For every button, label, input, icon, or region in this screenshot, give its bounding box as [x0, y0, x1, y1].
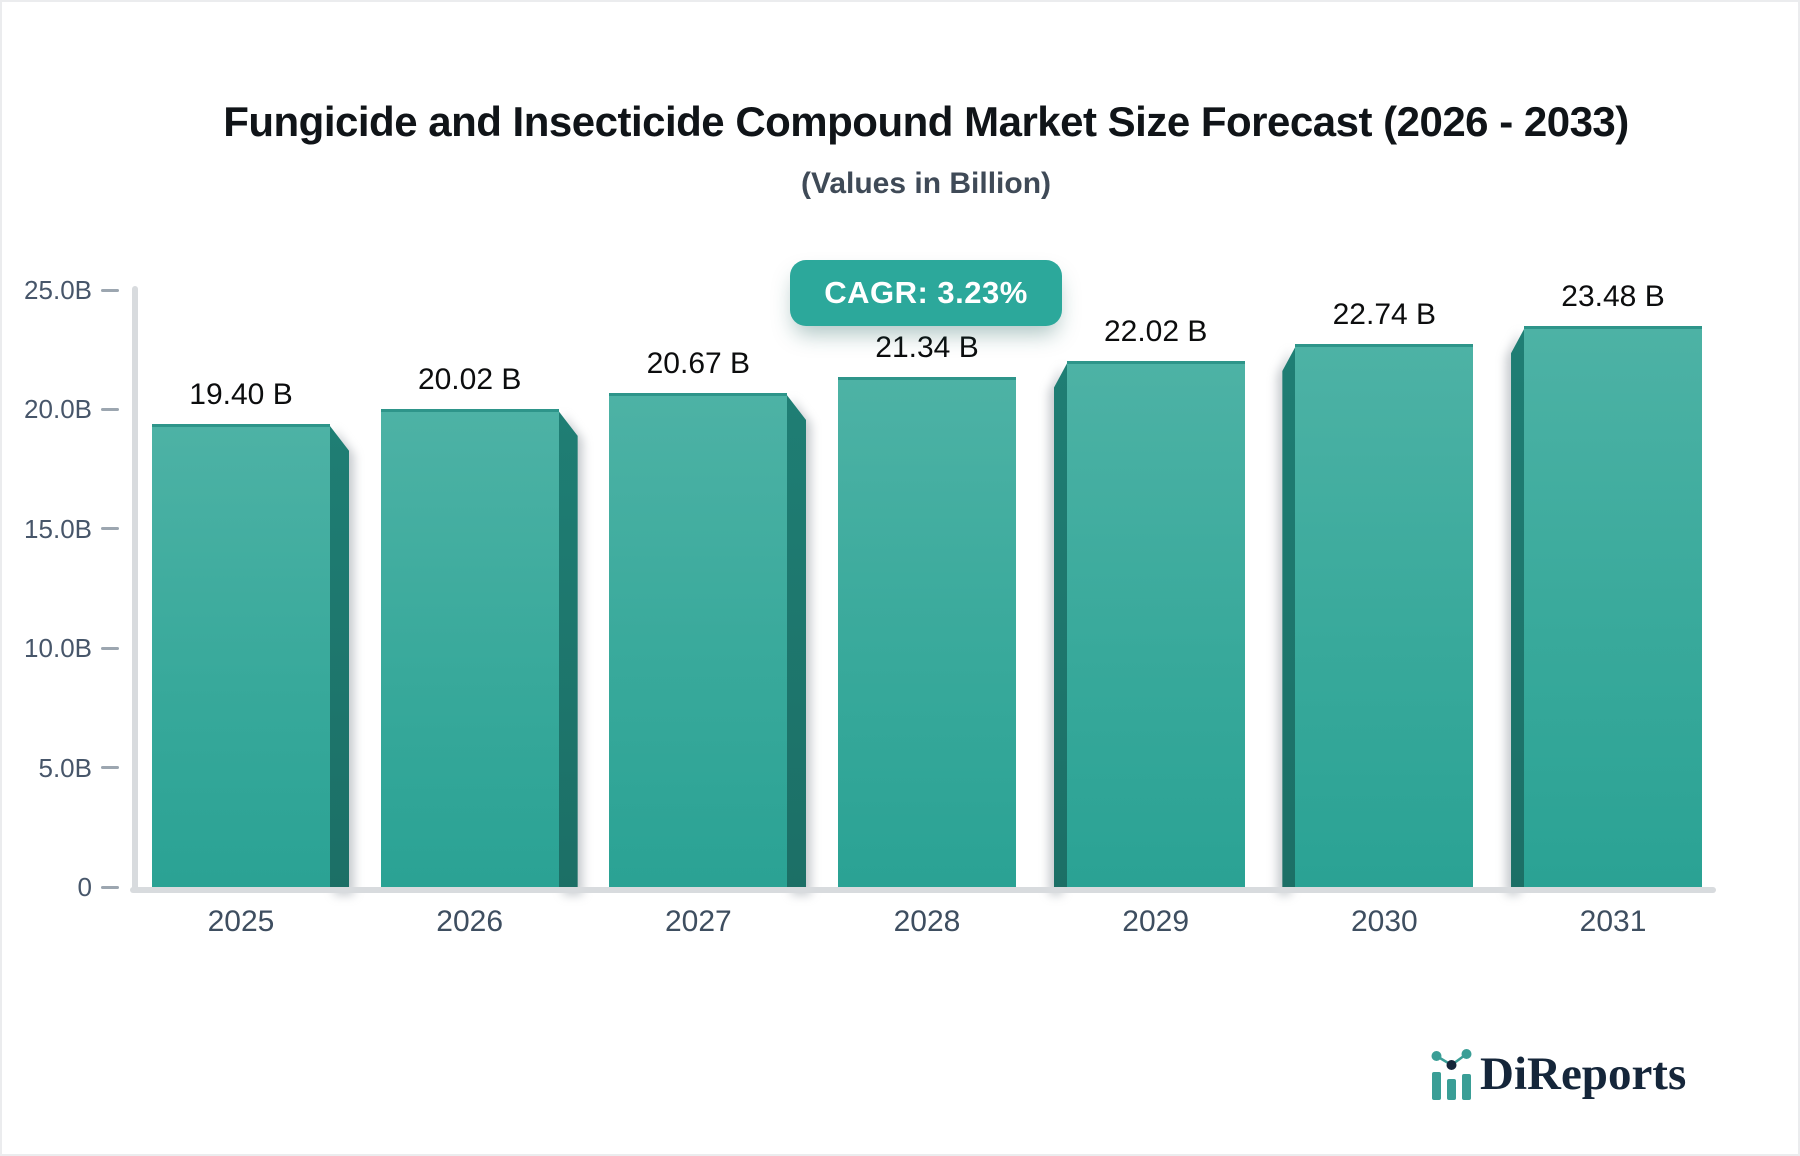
bar-2031	[1524, 326, 1703, 891]
bar-2028	[838, 377, 1016, 891]
bar-side-face	[329, 424, 349, 891]
bar-bevel-left	[1282, 344, 1297, 891]
x-axis-label: 2031	[1579, 905, 1647, 938]
x-axis-label: 2027	[664, 905, 732, 938]
x-axis-label: 2026	[436, 905, 504, 938]
bar-2027	[609, 393, 788, 891]
bar-side-face	[1511, 327, 1526, 891]
bar-2026	[380, 408, 559, 891]
bar-value-label: 21.34 B	[875, 331, 979, 365]
chart-subtitle: (Values in Billion)	[800, 167, 1052, 200]
y-tick-label: 5.0B	[38, 752, 93, 783]
y-tick-label: 20.0B	[24, 394, 92, 425]
logo-text: DiReports	[1480, 1048, 1687, 1100]
x-axis-label: 2030	[1350, 905, 1418, 938]
bar-bevel-right	[557, 409, 578, 891]
x-axis-label: 2028	[893, 905, 961, 938]
y-tick-dash	[101, 407, 119, 411]
bar-side-face	[557, 409, 578, 891]
bar-side-face	[1053, 362, 1068, 891]
bar-chart-icon	[1431, 1049, 1472, 1100]
bar-value-label: 20.02 B	[417, 362, 522, 396]
y-tick-dash	[101, 288, 119, 292]
bar-bevel-left	[1053, 362, 1068, 891]
bar-value-label: 22.02 B	[1103, 315, 1208, 349]
x-axis-label: 2025	[207, 905, 275, 938]
bar-2029	[1066, 361, 1245, 891]
y-tick-label: 0	[77, 872, 92, 902]
y-axis-line	[132, 286, 138, 893]
chart-title: Fungicide and Insecticide Compound Marke…	[223, 98, 1629, 145]
bar-value-label: 20.67 B	[646, 347, 751, 381]
y-tick-dash	[101, 646, 119, 650]
bar-value-label: 19.40 B	[189, 377, 293, 411]
direports-logo: DiReports	[1430, 1038, 1686, 1102]
bar-bevel-left	[1511, 327, 1526, 891]
bar-value-label: 23.48 B	[1561, 280, 1665, 314]
bar-value-label: 22.74 B	[1332, 297, 1437, 331]
y-tick-dash	[101, 885, 119, 889]
x-axis-line	[130, 887, 1716, 893]
y-tick-label: 10.0B	[24, 633, 92, 664]
bar-side-face	[786, 394, 807, 891]
y-tick-label: 25.0B	[24, 275, 92, 305]
y-tick-label: 15.0B	[24, 513, 92, 544]
bar-2030	[1295, 343, 1474, 891]
bar-side-face	[1282, 344, 1297, 891]
bar-2025	[152, 423, 330, 891]
cagr-badge: CAGR: 3.23%	[790, 260, 1062, 326]
y-tick-dash	[101, 766, 119, 770]
bar-bevel-right	[329, 424, 349, 891]
bar-bevel-right	[786, 394, 807, 891]
x-axis-label: 2029	[1122, 905, 1190, 938]
y-tick-dash	[101, 527, 119, 531]
